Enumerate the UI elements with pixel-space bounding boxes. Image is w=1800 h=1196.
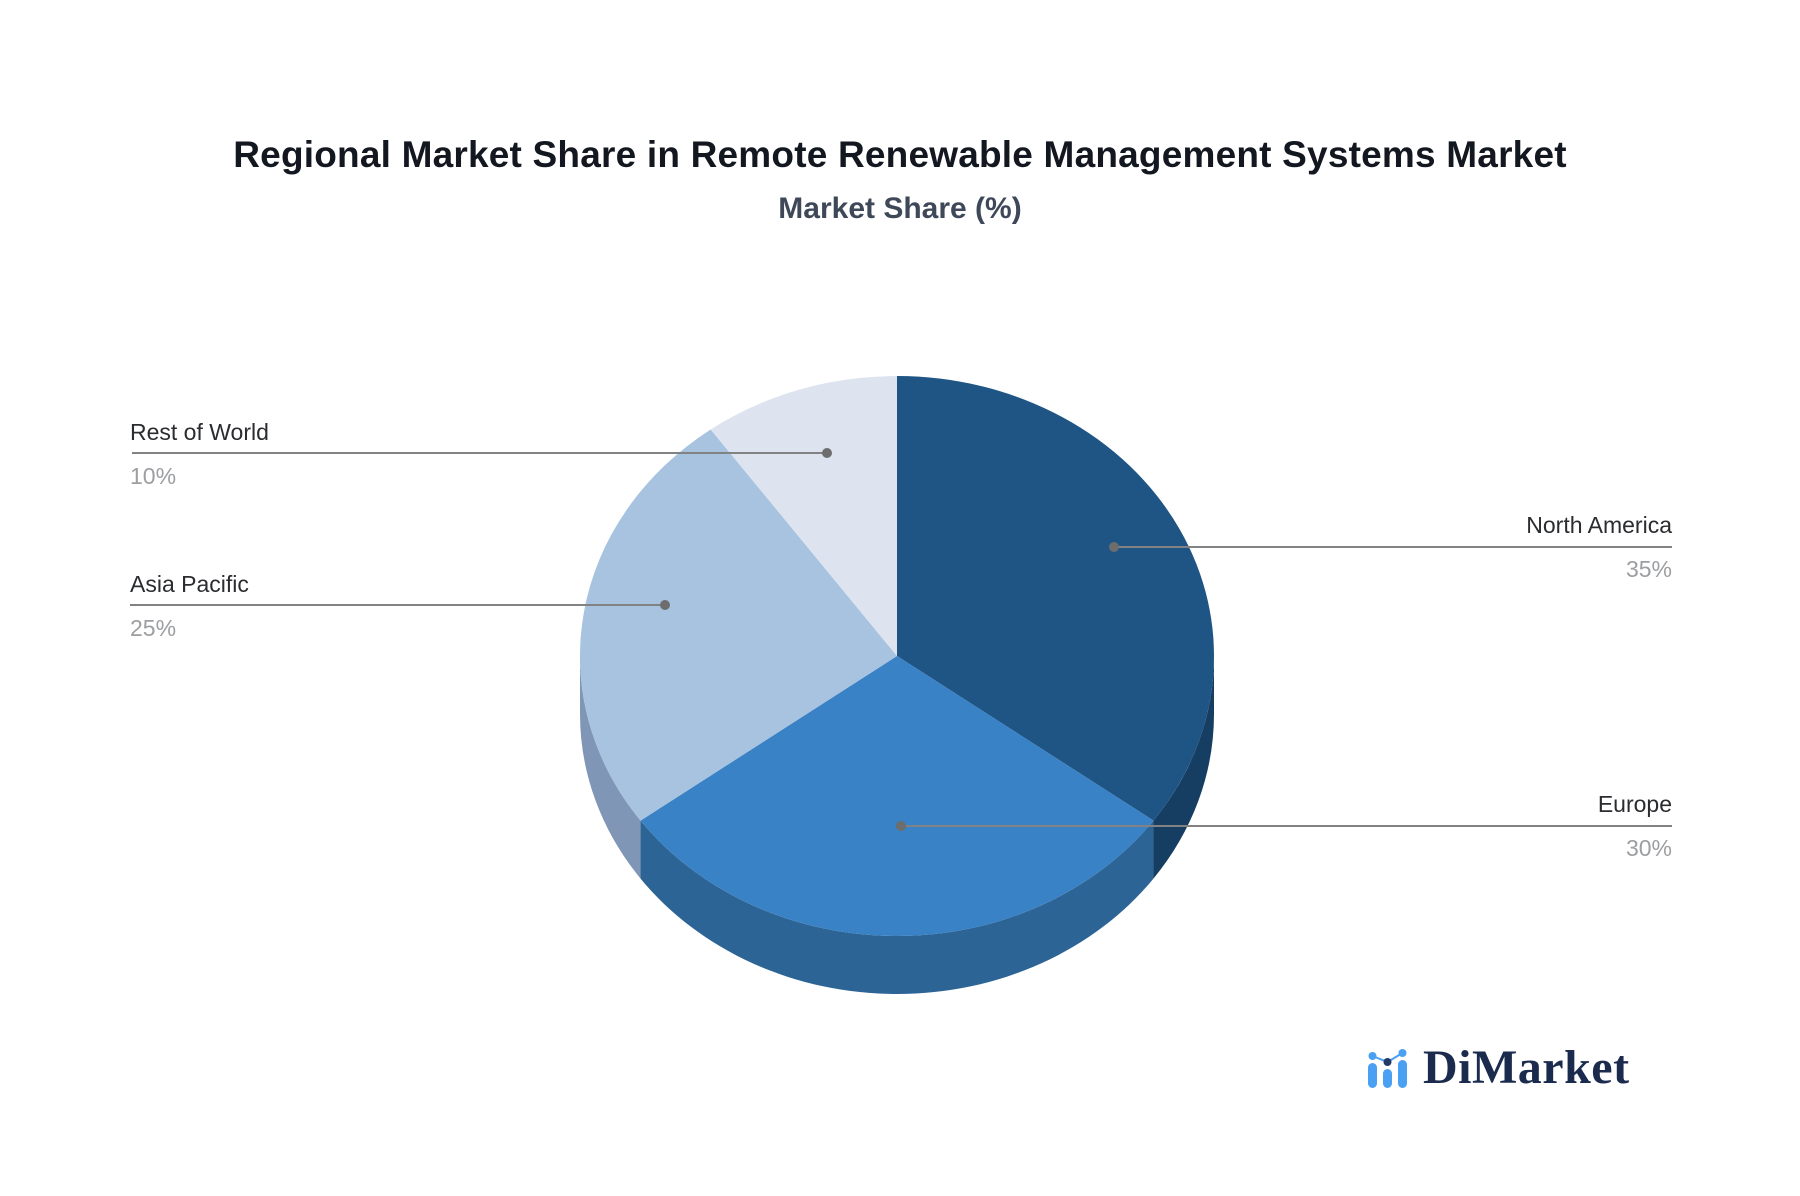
pie-slice-side-north-america: [1153, 656, 1214, 879]
dimarket-logo-icon: [1368, 1049, 1407, 1088]
pie-slice-side-europe: [640, 820, 1154, 994]
callout-rest-of-world: Rest of World 10%: [130, 419, 269, 489]
dimarket-logo-text: DiMarket: [1423, 1041, 1630, 1094]
pie-slice-side-asia-pacific: [580, 656, 641, 879]
connector-dot-asia-pacific: [660, 600, 670, 610]
slice-value: 25%: [130, 615, 177, 641]
connector-dot-rest-of-world: [822, 448, 832, 458]
chart-title: Regional Market Share in Remote Renewabl…: [233, 134, 1567, 175]
callout-north-america: North America 35%: [1526, 512, 1672, 582]
pie-slice-europe[interactable]: [640, 656, 1154, 936]
pie-slice-rest-of-world[interactable]: [710, 376, 897, 656]
slice-label: Rest of World: [130, 419, 269, 445]
slice-value: 30%: [1625, 835, 1672, 861]
dimarket-logo: DiMarket: [1366, 1041, 1630, 1094]
slice-label: Asia Pacific: [130, 571, 249, 597]
pie-slice-asia-pacific[interactable]: [580, 429, 897, 821]
connector-dot-north-america: [1109, 542, 1119, 552]
callout-europe: Europe 30%: [1598, 791, 1672, 861]
slice-value: 10%: [130, 463, 177, 489]
slice-label: Europe: [1597, 791, 1672, 817]
slice-label: North America: [1526, 512, 1672, 538]
chart-subtitle: Market Share (%): [778, 192, 1022, 225]
slice-value: 35%: [1625, 556, 1672, 582]
callout-asia-pacific: Asia Pacific 25%: [130, 571, 249, 641]
connector-dot-europe: [896, 821, 906, 831]
pie-slice-north-america[interactable]: [897, 376, 1215, 821]
